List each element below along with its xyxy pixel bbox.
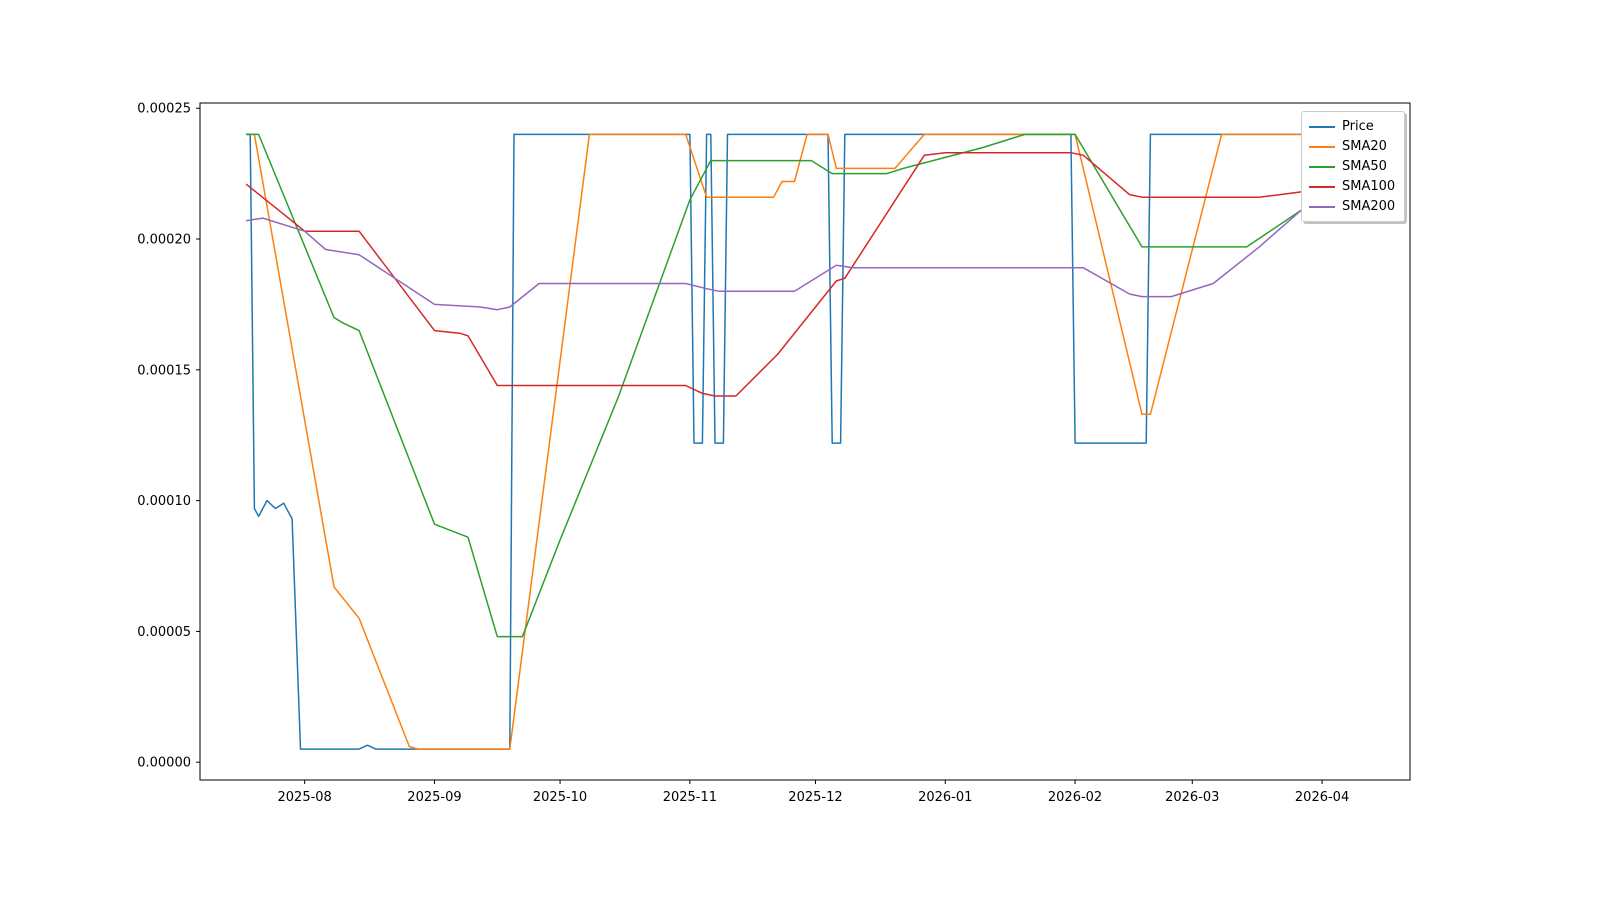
legend-item-sma50: SMA50 [1309,157,1395,177]
series-line-sma200 [245,209,1302,311]
series-line-price [246,133,1302,750]
x-tick-label: 2025-08 [278,790,332,805]
x-tick-label: 2025-12 [788,790,842,805]
y-tick-label: 0.00010 [137,494,191,509]
y-tick-label: 0.00005 [137,625,191,640]
x-tick-label: 2025-11 [663,790,717,805]
x-tick-label: 2026-01 [918,790,972,805]
x-tick-label: 2026-02 [1048,790,1102,805]
legend-label-sma200: SMA200 [1342,199,1396,214]
series-line-sma100 [245,151,1302,397]
legend-label-sma20: SMA20 [1342,139,1387,154]
x-tick-label: 2025-10 [533,790,587,805]
series-line-sma50 [246,133,1302,638]
legend-label-sma100: SMA100 [1342,179,1396,194]
x-tick-label: 2026-03 [1165,790,1219,805]
legend-item-sma100: SMA100 [1309,177,1395,197]
sma200-line-swatch [1309,206,1335,208]
chart-legend: Price SMA20 SMA50 SMA100 SMA200 [1301,111,1406,222]
sma20-line-swatch [1309,146,1335,148]
price-line-swatch [1309,126,1335,128]
x-tick-label: 2026-04 [1295,790,1349,805]
series-line-sma20 [246,133,1302,750]
legend-item-sma20: SMA20 [1309,137,1395,157]
legend-item-price: Price [1309,117,1395,137]
x-tick-label: 2025-09 [407,790,461,805]
sma50-line-swatch [1309,166,1335,168]
legend-label-sma50: SMA50 [1342,159,1387,174]
axes-frame [199,102,1411,781]
y-tick-label: 0.00025 [137,102,191,117]
y-tick-label: 0.00015 [137,363,191,378]
legend-item-sma200: SMA200 [1309,197,1395,217]
sma100-line-swatch [1309,186,1335,188]
y-tick-label: 0.00020 [137,233,191,248]
y-tick-label: 0.00000 [137,756,191,771]
legend-label-price: Price [1342,119,1374,134]
